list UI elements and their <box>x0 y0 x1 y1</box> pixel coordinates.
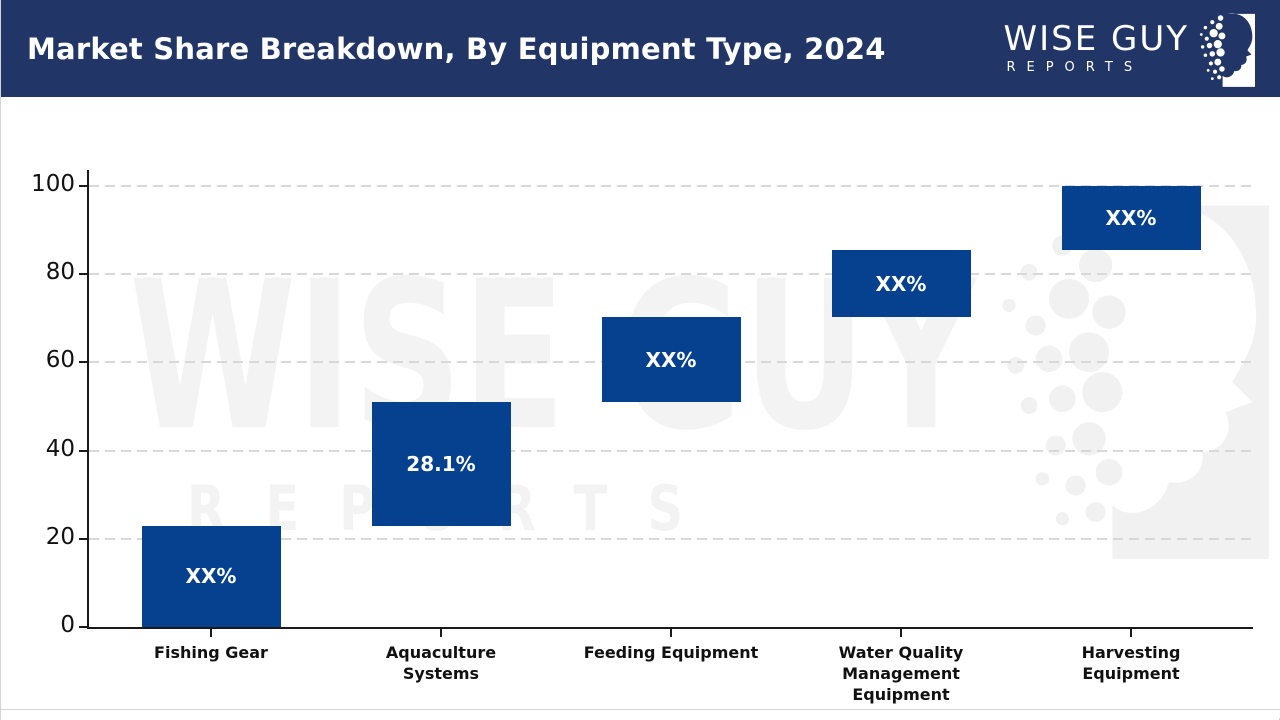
logo-wordmark-line2: REPORTS <box>1006 59 1144 75</box>
bar-value-label: XX% <box>1105 205 1157 230</box>
wiseguy-logo: WISE GUY REPORTS <box>1003 11 1255 87</box>
y-tick-mark <box>79 449 87 452</box>
bar-value-label: XX% <box>645 347 697 372</box>
x-category-label: Harvesting Equipment <box>1081 643 1181 683</box>
logo-wordmark-line1: WISE GUY <box>1003 19 1189 60</box>
logo-face-icon <box>1199 12 1255 87</box>
logo-wordmark: WISE GUY REPORTS <box>1003 19 1189 75</box>
y-tick-mark <box>79 626 87 628</box>
bar: 28.1% <box>371 402 511 526</box>
x-tick-mark <box>210 629 212 637</box>
y-tick-label: 100 <box>31 171 75 197</box>
x-category-label: Water Quality Management Equipment <box>838 643 964 704</box>
y-tick-label: 0 <box>60 612 75 638</box>
grid-line <box>89 273 1253 276</box>
grid-line <box>89 537 1253 540</box>
y-tick-mark <box>79 537 87 540</box>
x-tick-mark <box>440 629 442 637</box>
y-tick-mark <box>79 185 87 187</box>
bar: XX% <box>141 526 281 627</box>
page-title: Market Share Breakdown, By Equipment Typ… <box>27 31 886 66</box>
y-tick-mark <box>79 273 87 276</box>
x-tick-mark <box>670 629 672 637</box>
chart-area: WISE GUY REPORTS 020406080100XX%Fishing … <box>1 97 1280 718</box>
bar: XX% <box>601 317 741 403</box>
bar-value-label: XX% <box>875 271 927 296</box>
x-tick-mark <box>900 629 902 637</box>
x-category-label: Aquaculture Systems <box>385 643 497 683</box>
x-axis-line <box>87 627 1253 629</box>
x-tick-mark <box>1130 629 1132 637</box>
x-category-label: Fishing Gear <box>154 643 268 662</box>
y-tick-label: 60 <box>45 347 75 374</box>
plot: 0 20 40 60 80 100 XX% Fishing Gear 28.1% Aquacult… <box>1 97 1280 714</box>
grid-line <box>89 185 1253 187</box>
y-tick-mark <box>79 361 87 364</box>
y-axis-line <box>87 170 89 629</box>
bar: XX% <box>831 249 971 318</box>
x-category-label: Feeding Equipment <box>583 643 759 662</box>
y-tick-label: 40 <box>45 435 75 462</box>
bar-value-label: XX% <box>185 564 237 589</box>
bar-value-label: 28.1% <box>406 452 476 477</box>
y-tick-label: 20 <box>45 523 75 550</box>
bar: XX% <box>1061 186 1201 250</box>
y-tick-label: 80 <box>45 259 75 286</box>
grid-line <box>89 449 1253 452</box>
header-bar: Market Share Breakdown, By Equipment Typ… <box>1 0 1280 97</box>
